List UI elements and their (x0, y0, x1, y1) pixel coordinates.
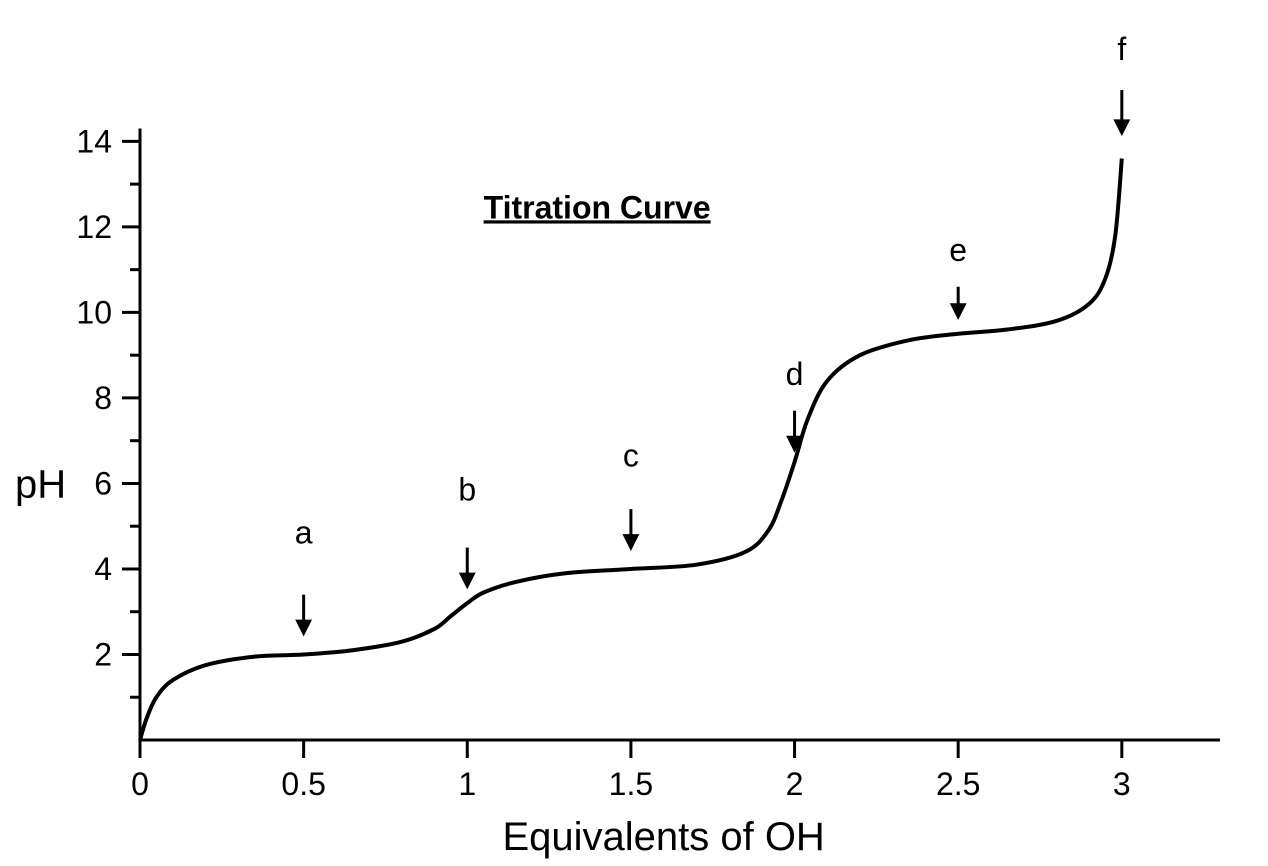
y-axis-label: pH (15, 462, 66, 506)
annotation-arrowhead (952, 305, 964, 317)
x-tick-label: 2 (786, 766, 804, 802)
annotation-arrowhead (461, 574, 473, 586)
annotation-label: d (786, 356, 804, 392)
x-tick-label: 1.5 (609, 766, 653, 802)
x-tick-label: 2.5 (936, 766, 980, 802)
annotation-arrowhead (298, 621, 310, 633)
annotation-arrowhead (1116, 121, 1128, 133)
chart-title: Titration Curve (484, 189, 711, 225)
chart-svg: 2 4 6 8 10 12 14 0 0.5 1 1.5 2 2.5 3 pH Equivalents of … (0, 0, 1268, 866)
x-tick-label: 0.5 (281, 766, 325, 802)
x-tick-label: 1 (458, 766, 476, 802)
y-tick-label: 2 (94, 636, 112, 672)
annotation-label: b (458, 472, 476, 508)
annotation-label: f (1117, 31, 1126, 67)
x-tick-label: 0 (131, 766, 149, 802)
annotation-label: c (623, 437, 639, 473)
titration-chart: 2 4 6 8 10 12 14 0 0.5 1 1.5 2 2.5 3 pH Equivalents of … (0, 0, 1268, 866)
x-axis-label: Equivalents of OH (502, 815, 824, 859)
y-tick-label: 8 (94, 380, 112, 416)
annotation-label: e (949, 232, 967, 268)
y-tick-label: 10 (76, 294, 112, 330)
y-tick-label: 6 (94, 465, 112, 501)
x-tick-label: 3 (1113, 766, 1131, 802)
annotation-arrowhead (625, 536, 637, 548)
annotation-label: a (295, 514, 313, 550)
y-tick-label: 12 (76, 209, 112, 245)
y-tick-label: 4 (94, 551, 112, 587)
y-tick-label: 14 (76, 123, 112, 159)
